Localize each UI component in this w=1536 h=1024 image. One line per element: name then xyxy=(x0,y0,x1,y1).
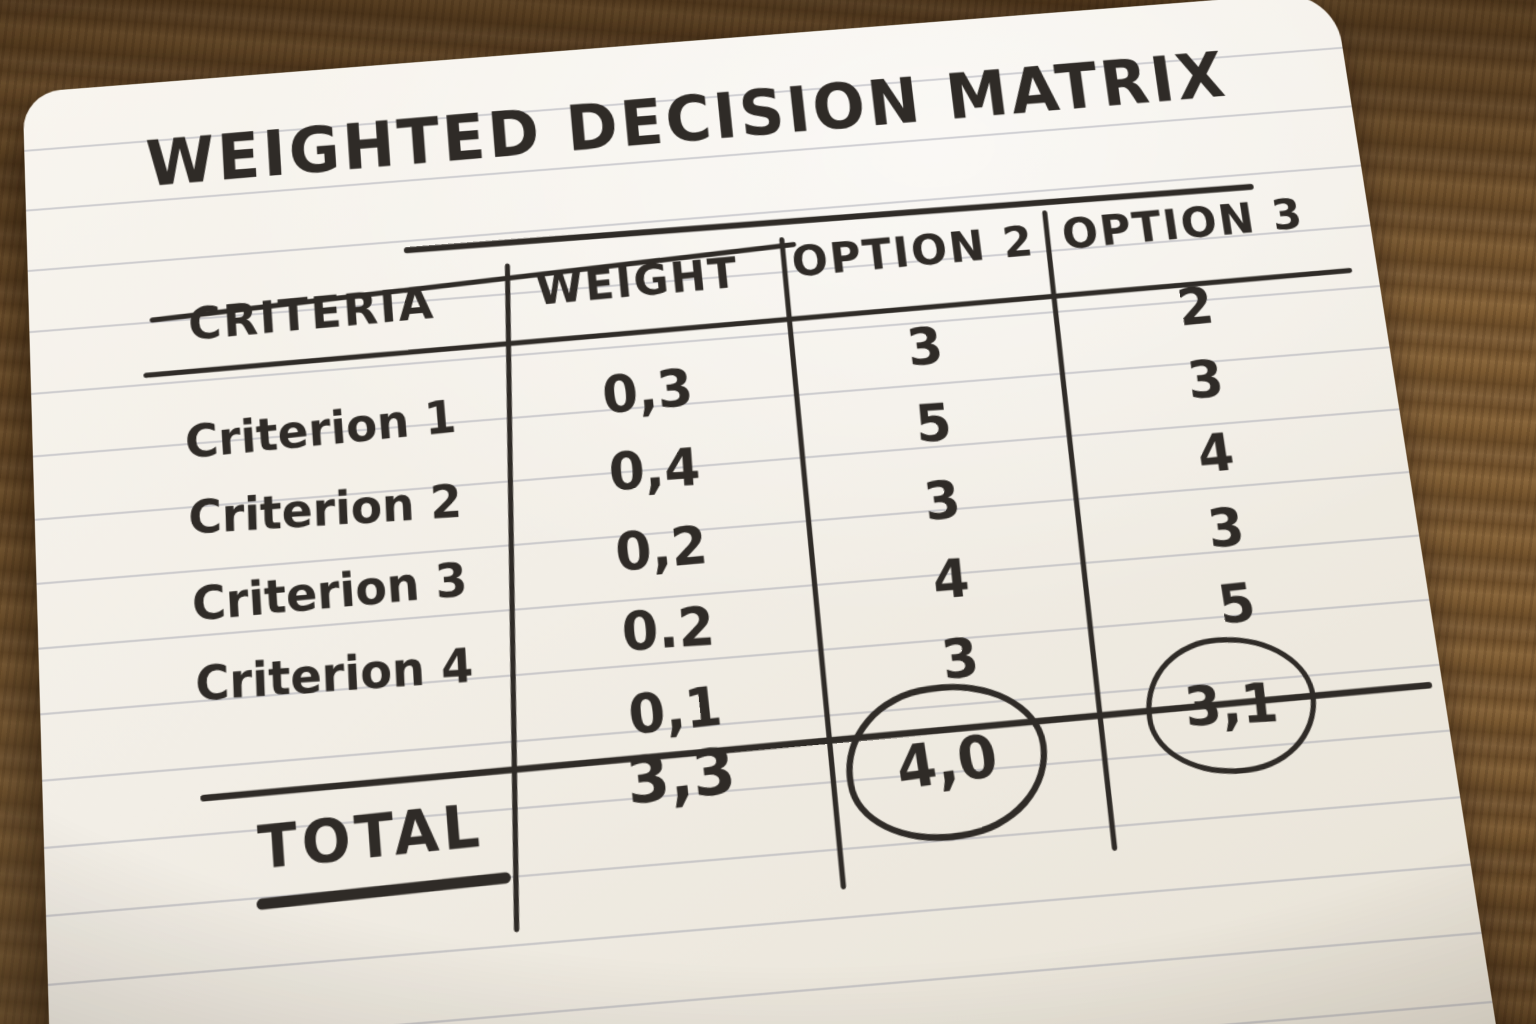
weight-column: 0,3 0,4 0,2 0.2 0,1 xyxy=(510,352,817,752)
option2-score: 4 xyxy=(930,547,973,612)
option3-score-column: 2 3 4 3 5 xyxy=(1063,269,1373,645)
total-option2-value: 4,0 xyxy=(891,720,1003,803)
criteria-column: Criterion 1 Criterion 2 Criterion 3 Crit… xyxy=(184,390,512,716)
option3-score: 4 xyxy=(1193,421,1238,485)
weight-value: 0,4 xyxy=(606,436,703,503)
criterion-label: Criterion 2 xyxy=(187,475,464,546)
option2-score: 3 xyxy=(920,468,964,533)
weight-value: 0.2 xyxy=(619,595,717,664)
option3-score: 3 xyxy=(1204,496,1248,560)
criterion-label: Criterion 3 xyxy=(190,553,470,633)
option3-score: 3 xyxy=(1184,349,1227,411)
notebook-page: WEIGHTED DECISION MATRIX CRITERIA WEIGHT… xyxy=(22,0,1536,1024)
total-option3-value: 3,1 xyxy=(1181,671,1282,739)
weight-value: 0,2 xyxy=(612,514,711,584)
option2-score: 5 xyxy=(912,392,955,455)
option2-score-column: 3 5 3 4 3 xyxy=(803,309,1086,699)
